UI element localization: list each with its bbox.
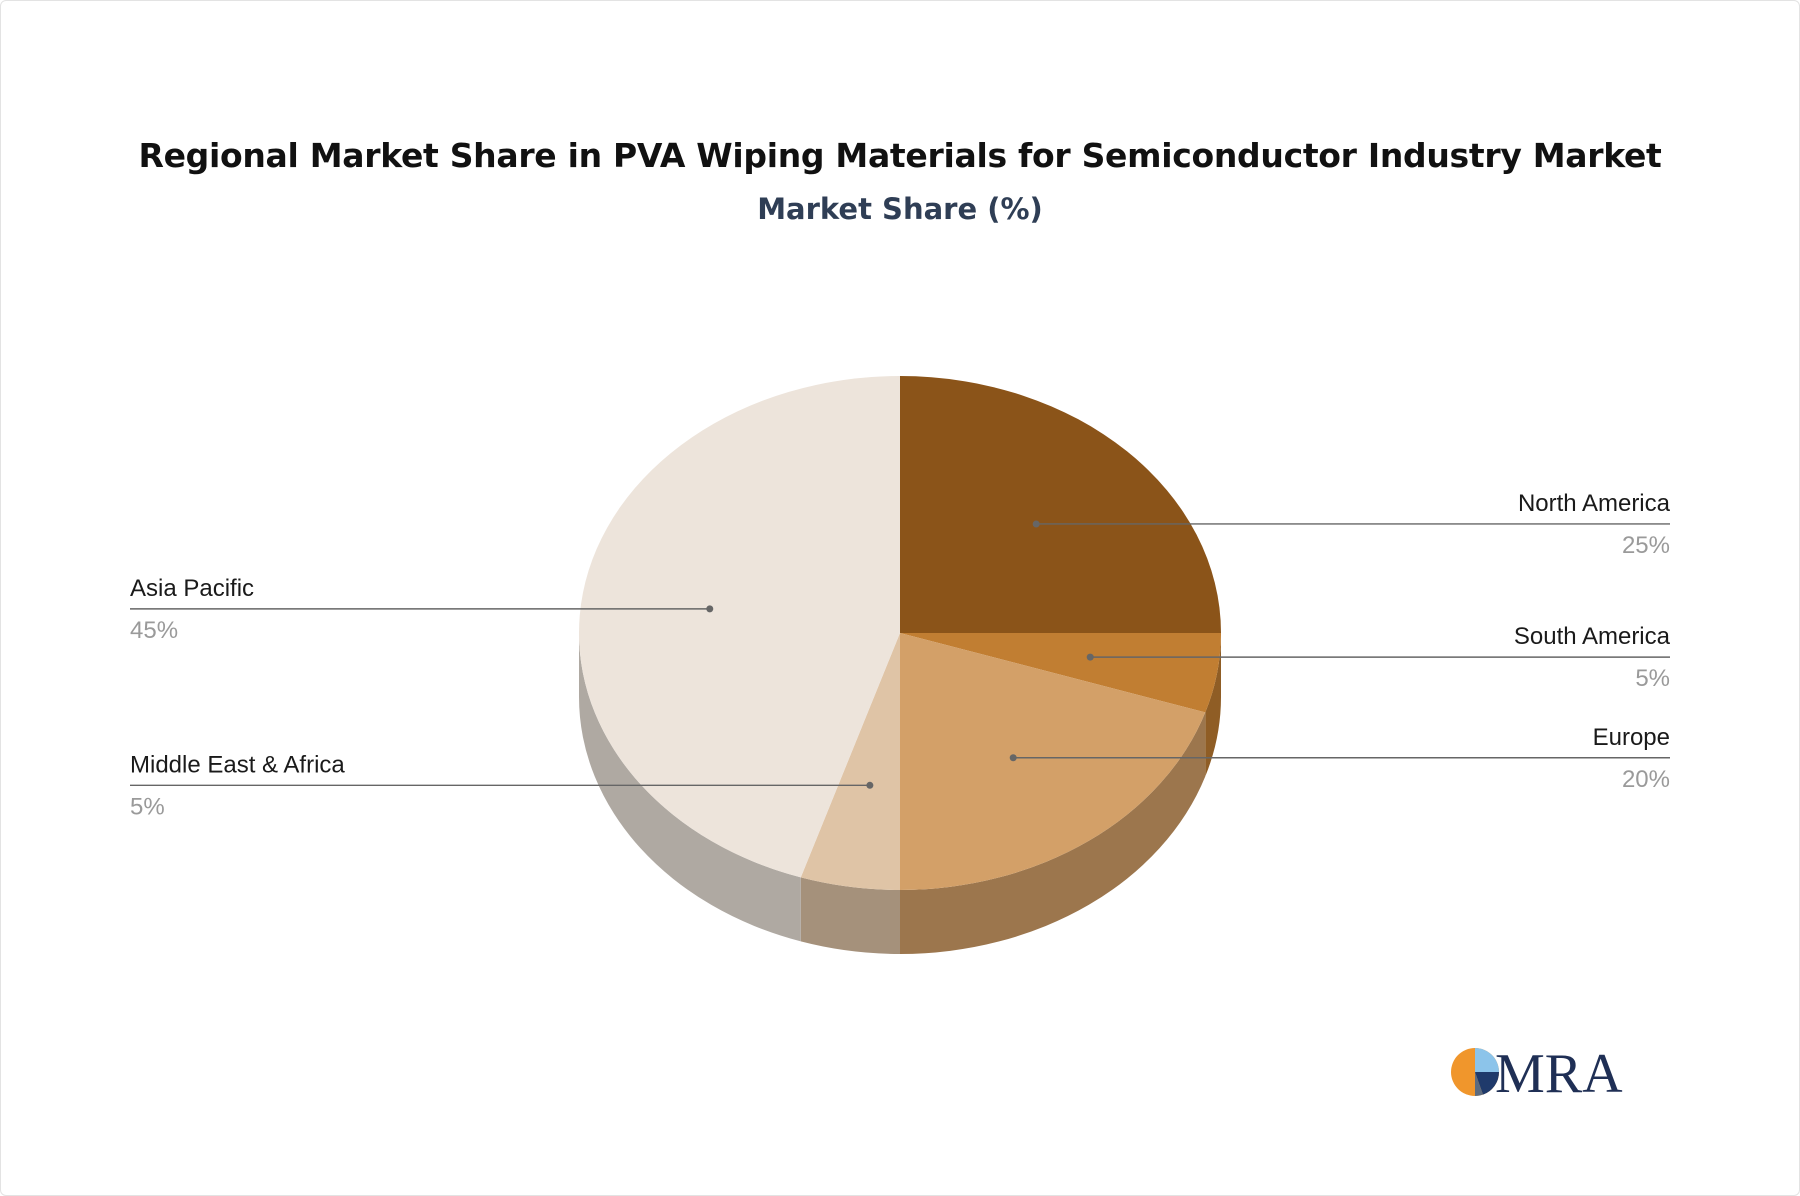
slice-label-south-america: South America bbox=[1514, 623, 1671, 650]
chart-title: Regional Market Share in PVA Wiping Mate… bbox=[138, 136, 1662, 175]
slice-label-north-america: North America bbox=[1518, 490, 1671, 517]
slice-value-middle-east-and-africa: 5% bbox=[130, 793, 165, 820]
chart-subtitle: Market Share (%) bbox=[757, 192, 1043, 226]
pie-side-asia-pacific bbox=[579, 633, 801, 942]
leader-dot-europe bbox=[1009, 754, 1017, 762]
leader-dot-south-america bbox=[1086, 653, 1094, 661]
slice-value-europe: 20% bbox=[1622, 766, 1670, 793]
pie-slices bbox=[578, 376, 1221, 890]
slice-value-north-america: 25% bbox=[1622, 532, 1670, 559]
pie-slice-asia-pacific[interactable] bbox=[578, 376, 900, 878]
pie-slice-north-america[interactable] bbox=[900, 376, 1221, 633]
leader-dot-asia-pacific bbox=[706, 605, 714, 613]
pie-side-south-america bbox=[1205, 633, 1221, 777]
logo-text: MRA bbox=[1495, 1043, 1623, 1100]
pie-slice-europe[interactable] bbox=[900, 633, 1206, 890]
mra-logo: MRA bbox=[1451, 1043, 1623, 1100]
pie-side-middle-east-and-africa bbox=[800, 877, 900, 954]
slice-value-south-america: 5% bbox=[1635, 665, 1670, 692]
pie-labels: North America 25% South America 5% Europe 20%… bbox=[130, 490, 1671, 820]
pie-sides bbox=[579, 633, 1221, 954]
pie-slice-south-america[interactable] bbox=[900, 633, 1221, 713]
pie-slice-middle-east-and-africa[interactable] bbox=[800, 633, 900, 890]
slice-value-asia-pacific: 45% bbox=[130, 617, 178, 644]
slice-label-europe: Europe bbox=[1593, 724, 1670, 751]
slice-label-asia-pacific: Asia Pacific bbox=[130, 575, 254, 602]
slice-label-middle-east-and-africa: Middle East & Africa bbox=[130, 751, 345, 778]
leader-dot-middle-east-and-africa bbox=[866, 781, 874, 789]
pie-side-europe bbox=[900, 712, 1206, 954]
leader-dot-north-america bbox=[1032, 520, 1040, 528]
